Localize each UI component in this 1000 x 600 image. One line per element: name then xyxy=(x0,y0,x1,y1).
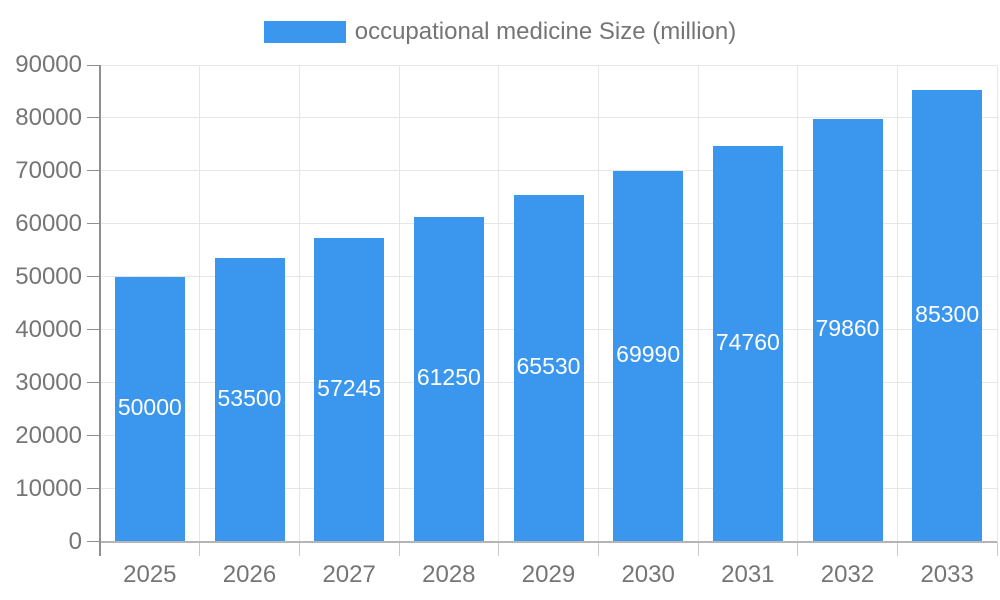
x-axis-tick xyxy=(996,541,998,556)
y-axis-tick xyxy=(87,117,100,119)
bar-value-label: 50000 xyxy=(117,394,182,421)
h-gridline xyxy=(100,117,997,119)
x-axis-tick xyxy=(597,541,599,556)
x-axis-label: 2029 xyxy=(521,561,576,588)
legend-label[interactable]: occupational medicine Size (million) xyxy=(354,18,737,45)
legend[interactable]: occupational medicine Size (million) xyxy=(0,18,1000,46)
v-gridline xyxy=(398,65,400,542)
bar xyxy=(912,89,983,542)
bar-value-label: 61250 xyxy=(416,364,481,391)
x-axis-tick xyxy=(498,541,500,556)
x-axis-line xyxy=(100,540,997,543)
bar xyxy=(812,118,883,542)
x-axis-label: 2027 xyxy=(322,561,376,588)
y-axis-label: 20000 xyxy=(15,421,82,449)
v-gridline xyxy=(896,65,898,542)
bar-value-label: 74760 xyxy=(715,328,780,355)
y-axis-label: 40000 xyxy=(15,315,82,343)
h-gridline xyxy=(100,170,997,172)
y-axis-tick xyxy=(87,382,100,384)
v-gridline xyxy=(996,65,998,542)
v-gridline xyxy=(298,65,300,542)
x-axis-label: 2032 xyxy=(820,561,875,588)
bar-value-label: 57245 xyxy=(317,374,382,401)
y-axis-label: 0 xyxy=(68,527,82,555)
bar xyxy=(114,276,185,542)
bar xyxy=(513,194,584,542)
x-axis-tick xyxy=(896,541,898,556)
y-axis-label: 60000 xyxy=(15,209,82,237)
y-axis-tick xyxy=(87,488,100,490)
bar-value-label: 65530 xyxy=(516,353,581,380)
x-axis-label: 2031 xyxy=(721,561,775,588)
x-axis-tick xyxy=(199,541,201,556)
x-axis-tick xyxy=(398,541,400,556)
bar-value-label: 79860 xyxy=(815,315,880,342)
h-gridline xyxy=(100,64,997,66)
bar xyxy=(613,170,684,542)
y-axis-tick xyxy=(87,435,100,437)
x-axis-tick xyxy=(797,541,799,556)
y-axis-label: 80000 xyxy=(15,103,82,131)
y-axis-tick xyxy=(87,276,100,278)
y-axis-label: 10000 xyxy=(15,474,82,502)
y-axis-tick xyxy=(87,223,100,225)
x-axis-label: 2033 xyxy=(920,561,974,588)
x-axis-label: 2030 xyxy=(621,561,675,588)
v-gridline xyxy=(697,65,699,542)
bar xyxy=(413,217,484,542)
legend-swatch[interactable] xyxy=(263,21,346,43)
v-gridline xyxy=(797,65,799,542)
v-gridline xyxy=(199,65,201,542)
v-gridline xyxy=(498,65,500,542)
x-axis-tick xyxy=(697,541,699,556)
bar-value-label: 53500 xyxy=(217,384,282,411)
v-gridline xyxy=(597,65,599,542)
y-axis-tick xyxy=(87,541,100,542)
x-axis-tick xyxy=(298,541,300,556)
x-axis-label: 2028 xyxy=(422,561,476,588)
bar xyxy=(214,258,285,542)
x-axis-label: 2026 xyxy=(222,561,277,588)
y-axis-label: 70000 xyxy=(15,156,82,184)
y-axis-label: 50000 xyxy=(15,262,82,290)
y-axis-label: 90000 xyxy=(15,51,82,78)
y-axis-tick xyxy=(87,64,100,66)
bar-value-label: 85300 xyxy=(915,300,980,327)
bar xyxy=(314,238,385,542)
y-axis-line xyxy=(98,65,101,556)
bar xyxy=(712,145,783,542)
y-axis-tick xyxy=(87,170,100,172)
y-axis-label: 30000 xyxy=(15,368,82,396)
bar-value-label: 69990 xyxy=(616,341,681,368)
y-axis-tick xyxy=(87,329,100,331)
x-axis-label: 2025 xyxy=(123,561,177,588)
